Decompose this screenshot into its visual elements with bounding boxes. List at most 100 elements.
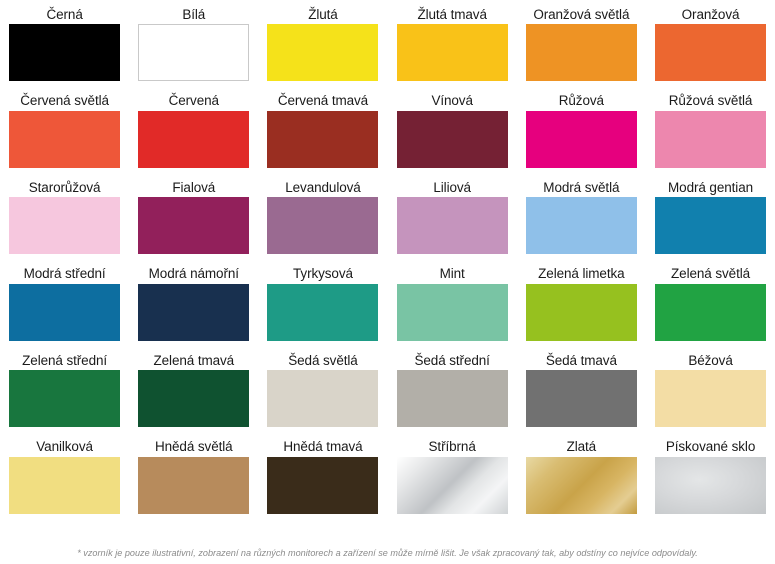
- swatch-color-chip[interactable]: [655, 197, 767, 254]
- swatch-cell[interactable]: Růžová: [517, 91, 646, 178]
- swatch-label: Červená: [168, 93, 219, 108]
- swatch-cell[interactable]: Zelená tmavá: [129, 350, 258, 437]
- swatch-cell[interactable]: Šedá světlá: [258, 350, 387, 437]
- swatch-label: Zelená střední: [22, 352, 108, 368]
- swatch-color-chip[interactable]: [267, 197, 379, 254]
- swatch-color-chip[interactable]: [138, 456, 250, 514]
- swatch-color-chip[interactable]: [138, 24, 250, 81]
- swatch-color-chip[interactable]: [267, 24, 379, 81]
- swatch-color-chip[interactable]: [525, 24, 637, 81]
- swatch-cell[interactable]: Zelená světlá: [646, 264, 775, 351]
- swatch-color-chip[interactable]: [525, 370, 637, 427]
- swatch-cell[interactable]: Černá: [0, 4, 129, 91]
- swatch-color-chip[interactable]: [655, 24, 767, 81]
- swatch-color-chip[interactable]: [138, 110, 250, 168]
- swatch-cell[interactable]: Levandulová: [258, 177, 387, 264]
- swatch-cell[interactable]: Liliová: [388, 177, 517, 264]
- swatch-cell[interactable]: Modrá gentian: [646, 177, 775, 264]
- swatch-color-chip[interactable]: [396, 283, 508, 341]
- color-swatch-grid: Černá Bílá Žlutá Žlutá tmavá Oranžová světlá…: [0, 4, 775, 524]
- swatch-label: Červená světlá: [20, 93, 109, 108]
- swatch-color-chip[interactable]: [396, 456, 508, 514]
- swatch-label: Žlutá tmavá: [417, 6, 487, 22]
- swatch-color-chip[interactable]: [525, 283, 637, 341]
- swatch-label: Černá: [46, 6, 83, 22]
- swatch-label: Oranžová: [681, 6, 740, 22]
- swatch-cell[interactable]: Mint: [388, 264, 517, 351]
- swatch-color-chip[interactable]: [9, 283, 121, 341]
- swatch-label: Šedá střední: [414, 352, 490, 368]
- swatch-cell[interactable]: Starorůžová: [0, 177, 129, 264]
- swatch-cell[interactable]: Pískované sklo: [646, 437, 775, 524]
- swatch-label: Zlatá: [566, 439, 597, 454]
- swatch-label: Modrá gentian: [668, 179, 754, 195]
- swatch-cell[interactable]: Šedá tmavá: [517, 350, 646, 437]
- swatch-color-chip[interactable]: [655, 283, 767, 341]
- swatch-cell[interactable]: Oranžová: [646, 4, 775, 91]
- swatch-label: Hnědá světlá: [154, 439, 233, 454]
- swatch-cell[interactable]: Zelená střední: [0, 350, 129, 437]
- swatch-cell[interactable]: Žlutá: [258, 4, 387, 91]
- swatch-label: Modrá střední: [23, 266, 106, 281]
- swatch-cell[interactable]: Šedá střední: [388, 350, 517, 437]
- swatch-cell[interactable]: Bílá: [129, 4, 258, 91]
- swatch-label: Mint: [439, 266, 465, 281]
- swatch-color-chip[interactable]: [9, 197, 121, 254]
- swatch-color-chip[interactable]: [9, 24, 121, 81]
- swatch-label: Žlutá: [308, 6, 338, 22]
- swatch-color-chip[interactable]: [9, 110, 121, 168]
- swatch-label: Růžová: [558, 93, 604, 108]
- footer-disclaimer: * vzorník je pouze ilustrativní, zobraze…: [77, 548, 698, 558]
- swatch-label: Stříbrná: [428, 439, 476, 454]
- swatch-color-chip[interactable]: [9, 370, 121, 427]
- swatch-label: Tyrkysová: [293, 266, 353, 281]
- swatch-cell[interactable]: Modrá střední: [0, 264, 129, 351]
- swatch-color-chip[interactable]: [525, 197, 637, 254]
- swatch-label: Vínová: [431, 93, 473, 108]
- swatch-cell[interactable]: Modrá světlá: [517, 177, 646, 264]
- swatch-color-chip[interactable]: [138, 370, 250, 427]
- swatch-color-chip[interactable]: [525, 110, 637, 168]
- swatch-cell[interactable]: Červená světlá: [0, 91, 129, 178]
- swatch-color-chip[interactable]: [396, 24, 508, 81]
- swatch-color-chip[interactable]: [138, 197, 250, 254]
- swatch-cell[interactable]: Růžová světlá: [646, 91, 775, 178]
- swatch-cell[interactable]: Červená: [129, 91, 258, 178]
- swatch-color-chip[interactable]: [396, 110, 508, 168]
- swatch-cell[interactable]: Tyrkysová: [258, 264, 387, 351]
- swatch-cell[interactable]: Stříbrná: [388, 437, 517, 524]
- swatch-cell[interactable]: Červená tmavá: [258, 91, 387, 178]
- swatch-color-chip[interactable]: [267, 370, 379, 427]
- swatch-label: Šedá světlá: [288, 352, 358, 368]
- swatch-color-chip[interactable]: [396, 197, 508, 254]
- swatch-label: Zelená světlá: [671, 266, 751, 281]
- swatch-color-chip[interactable]: [9, 456, 121, 514]
- swatch-cell[interactable]: Vínová: [388, 91, 517, 178]
- swatch-cell[interactable]: Zlatá: [517, 437, 646, 524]
- swatch-color-chip[interactable]: [655, 456, 767, 514]
- swatch-label: Zelená limetka: [538, 266, 625, 281]
- swatch-cell[interactable]: Žlutá tmavá: [388, 4, 517, 91]
- swatch-color-chip[interactable]: [267, 110, 379, 168]
- swatch-cell[interactable]: Modrá námořní: [129, 264, 258, 351]
- swatch-color-chip[interactable]: [138, 283, 250, 341]
- swatch-cell[interactable]: Oranžová světlá: [517, 4, 646, 91]
- swatch-label: Oranžová světlá: [533, 6, 630, 22]
- swatch-label: Béžová: [688, 352, 733, 368]
- swatch-color-chip[interactable]: [655, 370, 767, 427]
- swatch-label: Pískované sklo: [665, 439, 756, 454]
- swatch-label: Vanilková: [36, 439, 93, 454]
- swatch-color-chip[interactable]: [655, 110, 767, 168]
- swatch-cell[interactable]: Zelená limetka: [517, 264, 646, 351]
- swatch-cell[interactable]: Fialová: [129, 177, 258, 264]
- swatch-color-chip[interactable]: [525, 456, 637, 514]
- swatch-label: Fialová: [172, 179, 216, 195]
- swatch-color-chip[interactable]: [267, 456, 379, 514]
- swatch-cell[interactable]: Hnědá tmavá: [258, 437, 387, 524]
- swatch-color-chip[interactable]: [267, 283, 379, 341]
- swatch-cell[interactable]: Vanilková: [0, 437, 129, 524]
- swatch-color-chip[interactable]: [396, 370, 508, 427]
- swatch-cell[interactable]: Béžová: [646, 350, 775, 437]
- swatch-label: Šedá tmavá: [545, 352, 617, 368]
- swatch-cell[interactable]: Hnědá světlá: [129, 437, 258, 524]
